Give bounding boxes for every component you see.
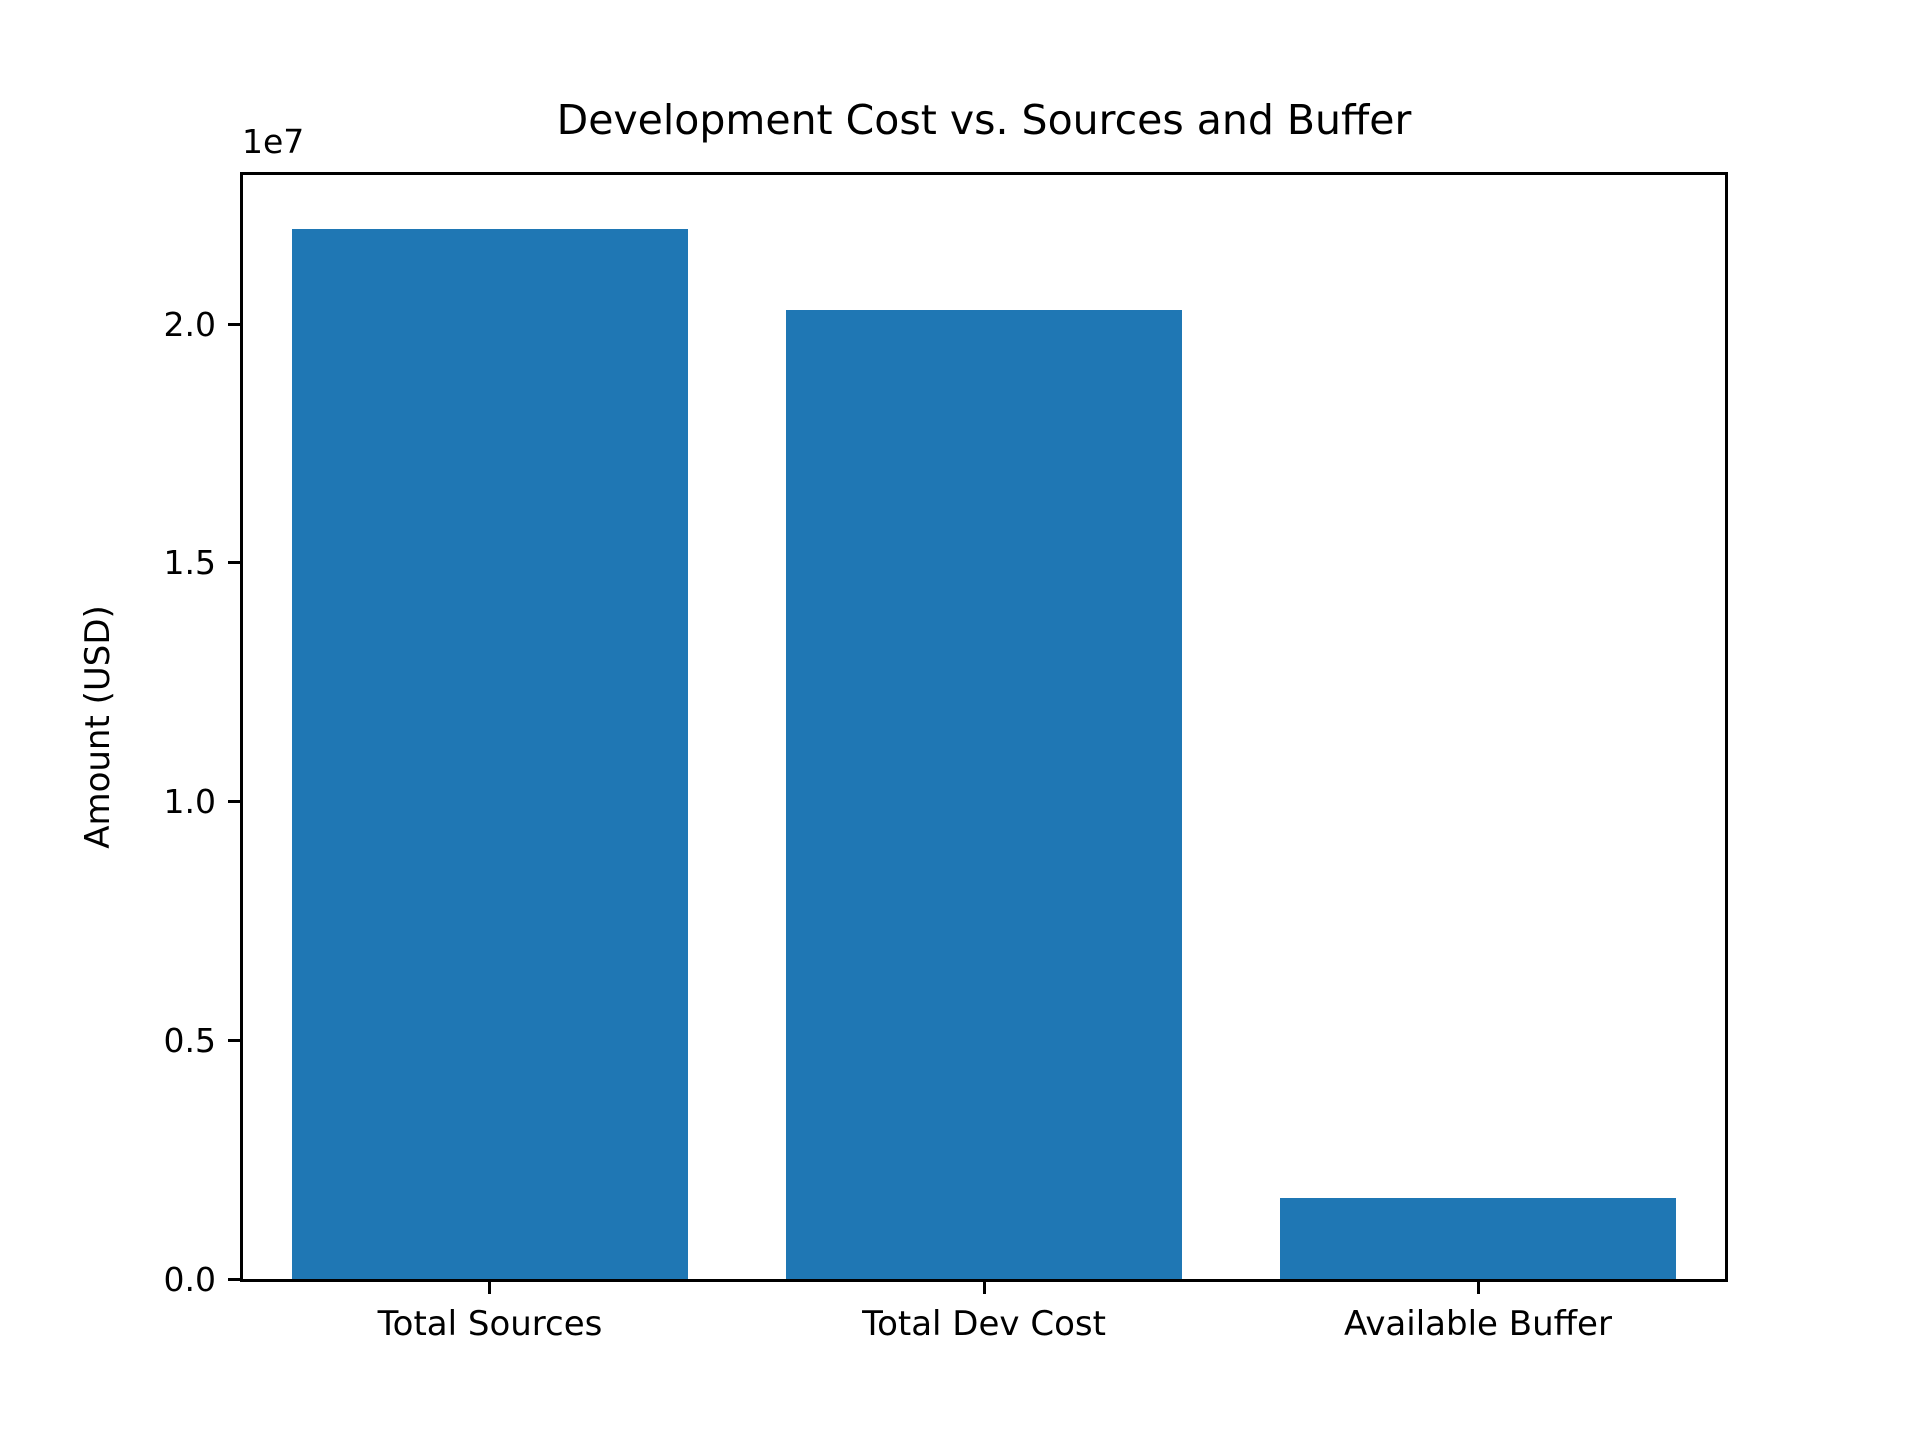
x-tick-label: Total Dev Cost xyxy=(862,1304,1106,1344)
x-tick-mark xyxy=(1476,1282,1480,1294)
y-tick-label: 0.0 xyxy=(163,1259,216,1299)
bar-available-buffer xyxy=(1280,1197,1676,1279)
plot-area: 0.0 0.5 1.0 1.5 2.0 Total Sources Total Dev Co… xyxy=(164,172,1728,1344)
x-tick-mark xyxy=(982,1282,986,1294)
y-tick-mark xyxy=(228,1038,240,1042)
x-tick-label: Available Buffer xyxy=(1344,1304,1612,1344)
x-tick-mark xyxy=(488,1282,492,1294)
y-axis-label: Amount (USD) xyxy=(78,605,118,849)
y-tick-mark xyxy=(228,800,240,804)
y-tick-label: 1.5 xyxy=(163,543,216,583)
y-tick-mark xyxy=(228,561,240,565)
y-tick-mark xyxy=(228,322,240,326)
x-tick-label: Total Sources xyxy=(377,1304,603,1344)
chart-title: Development Cost vs. Sources and Buffer xyxy=(556,96,1412,144)
y-tick-label: 1.0 xyxy=(163,782,216,822)
y-tick-label: 0.5 xyxy=(163,1020,216,1060)
bar-total-sources xyxy=(292,228,688,1279)
y-tick-label: 2.0 xyxy=(163,304,216,344)
y-tick-mark xyxy=(228,1277,240,1281)
bar-total-dev-cost xyxy=(786,309,1182,1279)
y-axis-offset-label: 1e7 xyxy=(242,122,305,161)
